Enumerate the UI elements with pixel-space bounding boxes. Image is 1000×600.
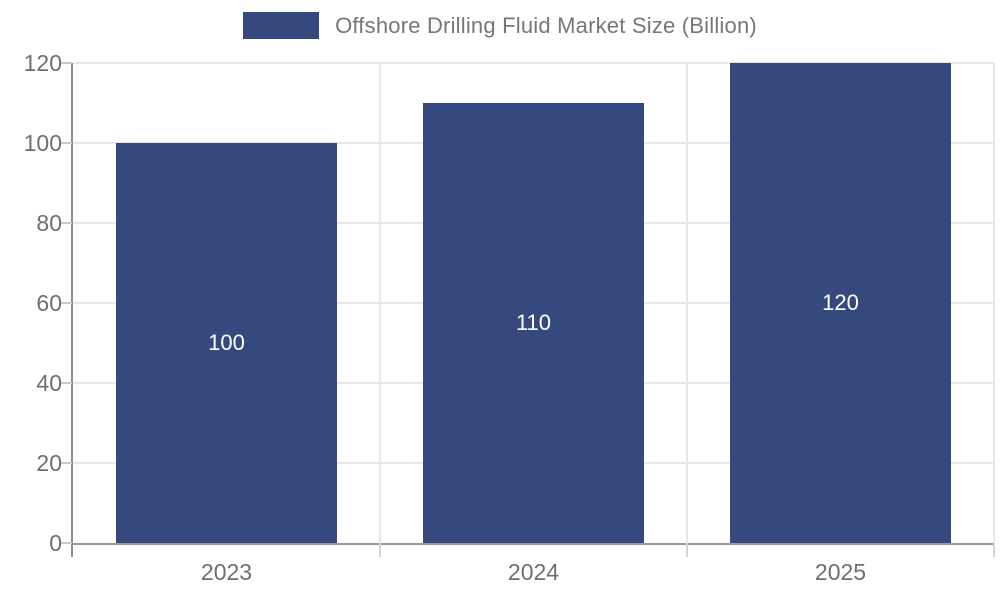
- y-tick-label: 100: [23, 130, 62, 156]
- y-tick-label: 0: [49, 530, 62, 556]
- x-tick-label: 2024: [507, 559, 560, 585]
- x-tick: [686, 543, 688, 557]
- y-tick: [61, 462, 72, 464]
- y-tick-label: 20: [36, 450, 62, 476]
- x-tick: [993, 543, 995, 557]
- x-axis-line: [71, 543, 994, 545]
- y-tick: [61, 142, 72, 144]
- x-tick-label: 2023: [200, 559, 253, 585]
- bar-2024: 110: [422, 103, 644, 543]
- bar-2023: 100: [115, 143, 337, 543]
- plot-area: 100 110 120: [71, 62, 995, 557]
- y-tick: [61, 382, 72, 384]
- bar-value-label: 110: [515, 310, 552, 335]
- legend-swatch: [243, 12, 320, 39]
- v-gridline: [993, 63, 995, 543]
- h-gridline: [73, 62, 994, 64]
- x-tick-label: 2025: [814, 559, 867, 585]
- y-tick: [61, 542, 72, 544]
- bar-2025: 120: [729, 63, 951, 543]
- v-gridline: [379, 63, 381, 543]
- legend: Offshore Drilling Fluid Market Size (Bil…: [0, 12, 1000, 39]
- bar-value-label: 120: [822, 290, 859, 315]
- y-tick-label: 120: [23, 50, 62, 76]
- v-gridline: [686, 63, 688, 543]
- y-tick-label: 80: [36, 210, 62, 236]
- y-tick: [61, 222, 72, 224]
- legend-label: Offshore Drilling Fluid Market Size (Bil…: [335, 12, 757, 38]
- bar-value-label: 100: [208, 330, 245, 355]
- y-tick: [61, 62, 72, 64]
- x-tick: [379, 543, 381, 557]
- y-tick-label: 40: [36, 370, 62, 396]
- y-axis-line: [71, 63, 73, 557]
- y-tick-label: 60: [36, 290, 62, 316]
- y-tick: [61, 302, 72, 304]
